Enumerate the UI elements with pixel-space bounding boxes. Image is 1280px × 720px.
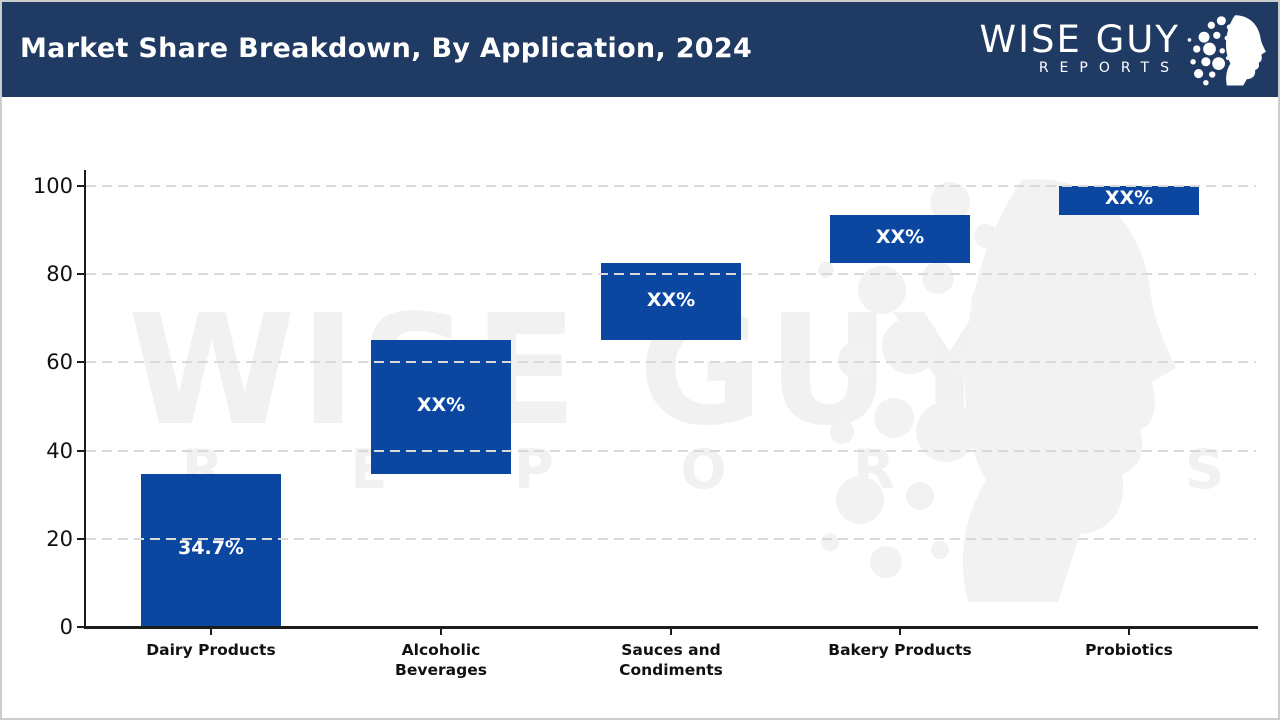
gridline-80 [86, 273, 1256, 276]
bar-value-label-3: XX% [875, 225, 925, 248]
brand-logo-text: WISE GUY REPORTS [979, 17, 1180, 76]
bar-value-label-0: 34.7% [178, 537, 244, 560]
y-tick-label-40: 40 [46, 438, 73, 463]
y-tick-60 [77, 361, 85, 364]
y-tick-80 [77, 273, 85, 276]
gridline-100 [86, 185, 1256, 187]
y-tick-label-100: 100 [32, 174, 73, 198]
x-tick-3 [899, 627, 901, 635]
x-tick-1 [440, 627, 442, 635]
y-tick-label-80: 80 [46, 262, 73, 287]
x-tick-label-3: Bakery Products [828, 641, 972, 659]
bar-value-label-2: XX% [646, 288, 696, 311]
y-tick-label-0: 0 [59, 615, 73, 639]
brand-logo: WISE GUY REPORTS [980, 10, 1280, 88]
bar-4 [1059, 186, 1199, 215]
gridline-40 [86, 449, 1256, 452]
y-tick-40 [77, 449, 85, 452]
gridline-20 [86, 537, 1256, 540]
y-tick-20 [77, 537, 85, 540]
brand-head-icon [1187, 14, 1266, 85]
watermark-head-icon [818, 179, 1176, 602]
y-tick-100 [77, 185, 85, 187]
y-tick-label-20: 20 [46, 526, 73, 551]
y-tick-label-60: 60 [46, 350, 73, 375]
x-tick-4 [1128, 627, 1130, 635]
x-tick-label-4: Probiotics [1085, 641, 1173, 659]
brand-name: WISE GUY [979, 17, 1180, 61]
x-tick-label-1: Alcoholic Beverages [395, 641, 487, 679]
bar-value-label-4: XX% [1104, 187, 1154, 210]
header-bar: Market Share Breakdown, By Application, … [0, 0, 1280, 97]
x-tick-label-2: Sauces and Condiments [619, 641, 723, 679]
bar-0 [141, 473, 281, 627]
gridline-60 [86, 361, 1256, 364]
bar-value-label-1: XX% [416, 394, 466, 417]
y-axis-line [84, 170, 86, 629]
bar-2 [601, 263, 741, 341]
brand-tagline: REPORTS [1038, 59, 1180, 76]
bar-3 [830, 214, 970, 264]
y-tick-0 [77, 626, 85, 628]
page-title: Market Share Breakdown, By Application, … [20, 33, 753, 64]
x-tick-label-0: Dairy Products [146, 641, 276, 659]
x-tick-0 [210, 627, 212, 635]
x-tick-2 [670, 627, 672, 635]
